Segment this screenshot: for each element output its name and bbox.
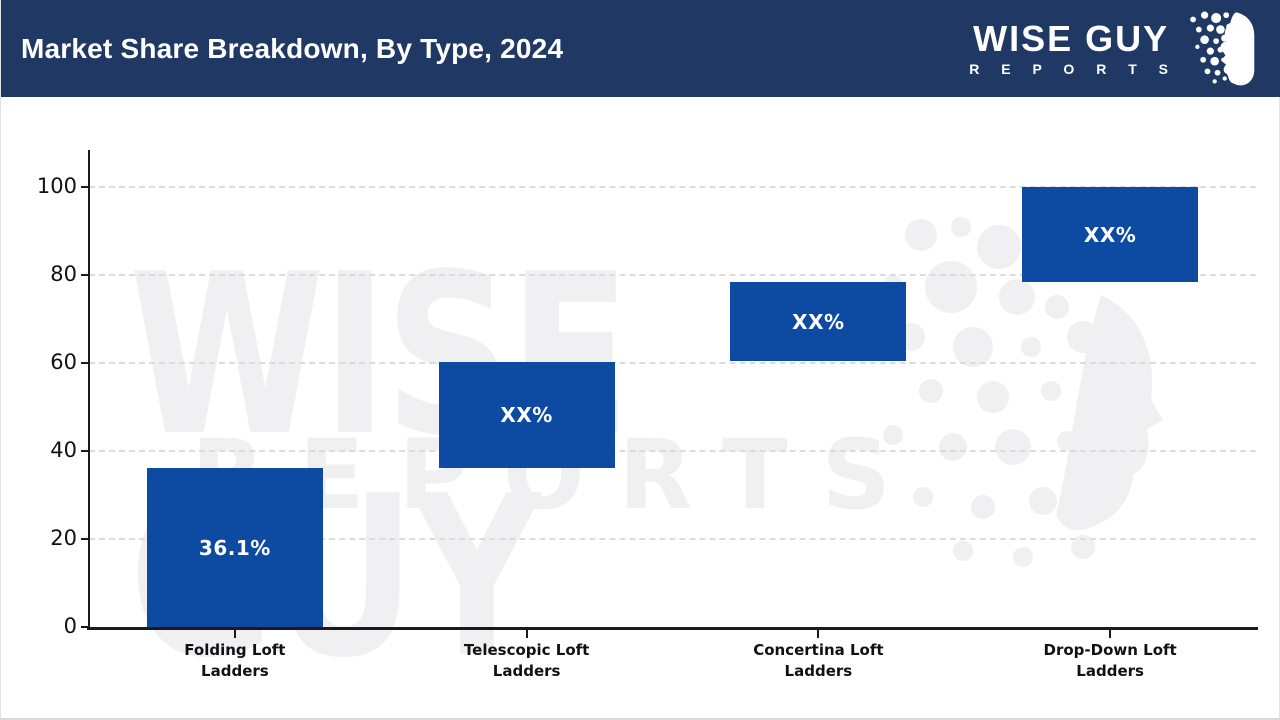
y-tick-100 [81, 186, 89, 188]
y-axis-label-0: 0 [63, 614, 77, 638]
x-axis-label-0: Folding Loft Ladders [184, 641, 286, 680]
bar-value-label: XX% [500, 403, 553, 428]
gridline-100 [89, 186, 1256, 188]
bar-value-label: XX% [1083, 222, 1137, 247]
header-bar: Market Share Breakdown, By Type, 2024 WI… [1, 0, 1280, 97]
y-axis-label-20: 20 [50, 526, 77, 550]
gridline-40 [89, 450, 1256, 452]
x-axis-label-3: Drop-Down Loft Ladders [1043, 641, 1177, 680]
page-title: Market Share Breakdown, By Type, 2024 [21, 32, 564, 64]
bar-concertina-loft-ladders: XX% [730, 282, 907, 362]
x-tick-3 [1109, 630, 1112, 638]
wiseguy-logo: WISE GUY R E P O R T S [965, 7, 1255, 91]
x-axis-line [87, 627, 1258, 630]
y-tick-0 [81, 626, 89, 628]
x-axis-label-2: Concertina Loft Ladders [753, 641, 884, 680]
y-axis-label-80: 80 [50, 262, 77, 286]
y-tick-40 [81, 450, 89, 452]
y-axis-label-40: 40 [50, 438, 77, 462]
x-axis-label-1: Telescopic Loft Ladders [463, 641, 590, 680]
bar-folding-loft-ladders: 36.1% [146, 468, 323, 627]
bar-telescopic-loft-ladders: XX% [438, 362, 615, 469]
y-tick-60 [81, 362, 89, 364]
y-axis-line [88, 150, 90, 630]
bar-drop-down-loft-ladders: XX% [1022, 187, 1199, 283]
x-tick-0 [233, 630, 236, 638]
y-tick-20 [81, 538, 89, 540]
y-tick-80 [81, 274, 89, 276]
x-tick-1 [525, 630, 528, 638]
bar-value-label: 36.1% [198, 535, 271, 560]
y-axis-label-100: 100 [36, 174, 77, 198]
y-axis-label-60: 60 [50, 350, 77, 374]
gridline-80 [89, 274, 1256, 276]
gridline-60 [89, 362, 1256, 364]
logo-name: WISE GUY [973, 17, 1170, 59]
dotted-head-icon [1190, 11, 1255, 85]
gridline-20 [89, 538, 1256, 540]
x-tick-2 [817, 630, 820, 638]
bar-value-label: XX% [792, 309, 845, 334]
logo-subtitle: R E P O R T S [969, 60, 1177, 77]
